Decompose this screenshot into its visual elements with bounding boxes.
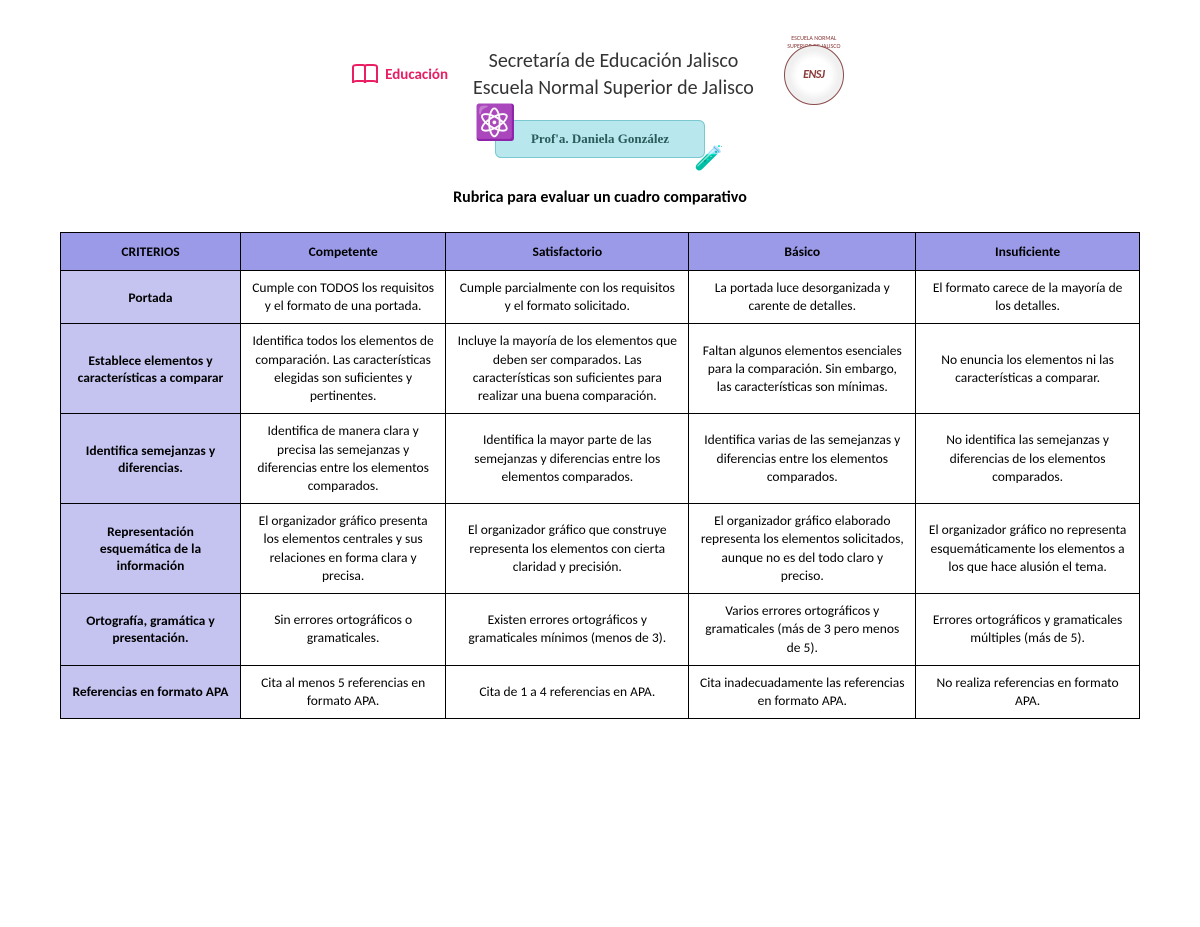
table-row: Representación esquemática de la informa… — [61, 504, 1140, 594]
rubric-cell: Varios errores ortográficos y gramatical… — [689, 594, 916, 666]
rubric-cell: El organizador gráfico que construye rep… — [446, 504, 689, 594]
rubric-cell: El organizador gráfico elaborado represe… — [689, 504, 916, 594]
rubric-cell: No identifica las semejanzas y diferenci… — [916, 414, 1140, 504]
title-line-2: Escuela Normal Superior de Jalisco — [473, 75, 754, 102]
rubric-cell: Identifica todos los elementos de compar… — [241, 324, 446, 414]
rubric-cell: El organizador gráfico presenta los elem… — [241, 504, 446, 594]
col-header-competente: Competente — [241, 233, 446, 271]
rubric-cell: Cita de 1 a 4 referencias en APA. — [446, 665, 689, 718]
professor-box: ⚛️ Prof'a. Daniela González 🧪 — [495, 120, 705, 158]
professor-name: Prof'a. Daniela González — [531, 131, 669, 146]
institution-title: Secretaría de Educación Jalisco Escuela … — [473, 48, 754, 102]
criterion-cell: Representación esquemática de la informa… — [61, 504, 241, 594]
criterion-cell: Portada — [61, 271, 241, 324]
col-header-satisfactorio: Satisfactorio — [446, 233, 689, 271]
col-header-basico: Básico — [689, 233, 916, 271]
rubric-cell: Identifica de manera clara y precisa las… — [241, 414, 446, 504]
ensj-badge: ENSJ — [784, 45, 844, 105]
rubric-cell: Existen errores ortográficos y gramatica… — [446, 594, 689, 666]
col-header-insuficiente: Insuficiente — [916, 233, 1140, 271]
table-row: Establece elementos y características a … — [61, 324, 1140, 414]
criterion-cell: Identifica semejanzas y diferencias. — [61, 414, 241, 504]
table-row: Identifica semejanzas y diferencias.Iden… — [61, 414, 1140, 504]
flask-icon: 🧪 — [694, 144, 724, 173]
rubric-cell: No realiza referencias en formato APA. — [916, 665, 1140, 718]
document-header: Educación Secretaría de Educación Jalisc… — [60, 40, 1140, 110]
rubric-cell: Cumple con TODOS los requisitos y el for… — [241, 271, 446, 324]
criterion-cell: Ortografía, gramática y presentación. — [61, 594, 241, 666]
criterion-cell: Establece elementos y características a … — [61, 324, 241, 414]
rubric-cell: No enuncia los elementos ni las caracter… — [916, 324, 1140, 414]
col-header-criterios: CRITERIOS — [61, 233, 241, 271]
professor-banner: ⚛️ Prof'a. Daniela González 🧪 — [60, 120, 1140, 158]
table-header-row: CRITERIOS Competente Satisfactorio Básic… — [61, 233, 1140, 271]
rubric-cell: Identifica la mayor parte de las semejan… — [446, 414, 689, 504]
table-row: Referencias en formato APACita al menos … — [61, 665, 1140, 718]
educacion-label: Educación — [385, 66, 448, 84]
rubric-cell: Errores ortográficos y gramaticales múlt… — [916, 594, 1140, 666]
ensj-acronym: ENSJ — [803, 68, 824, 82]
rubric-cell: Cita inadecuadamente las referencias en … — [689, 665, 916, 718]
rubric-cell: Incluye la mayoría de los elementos que … — [446, 324, 689, 414]
book-icon — [351, 63, 379, 87]
rubric-cell: La portada luce desorganizada y carente … — [689, 271, 916, 324]
criterion-cell: Referencias en formato APA — [61, 665, 241, 718]
table-row: Ortografía, gramática y presentación.Sin… — [61, 594, 1140, 666]
rubric-cell: Identifica varias de las semejanzas y di… — [689, 414, 916, 504]
table-row: PortadaCumple con TODOS los requisitos y… — [61, 271, 1140, 324]
rubric-table: CRITERIOS Competente Satisfactorio Básic… — [60, 232, 1140, 719]
rubric-cell: Sin errores ortográficos o gramaticales. — [241, 594, 446, 666]
rubric-cell: Faltan algunos elementos esenciales para… — [689, 324, 916, 414]
rubric-title: Rubrica para evaluar un cuadro comparati… — [60, 188, 1140, 207]
educacion-logo: Educación — [351, 63, 448, 87]
ensj-logo: ESCUELA NORMAL SUPERIOR DE JALISCO ENSJ — [779, 40, 849, 110]
rubric-cell: El formato carece de la mayoría de los d… — [916, 271, 1140, 324]
title-line-1: Secretaría de Educación Jalisco — [473, 48, 754, 75]
rubric-cell: El organizador gráfico no representa esq… — [916, 504, 1140, 594]
rubric-cell: Cita al menos 5 referencias en formato A… — [241, 665, 446, 718]
atom-flower-icon: ⚛️ — [474, 103, 516, 143]
rubric-cell: Cumple parcialmente con los requisitos y… — [446, 271, 689, 324]
